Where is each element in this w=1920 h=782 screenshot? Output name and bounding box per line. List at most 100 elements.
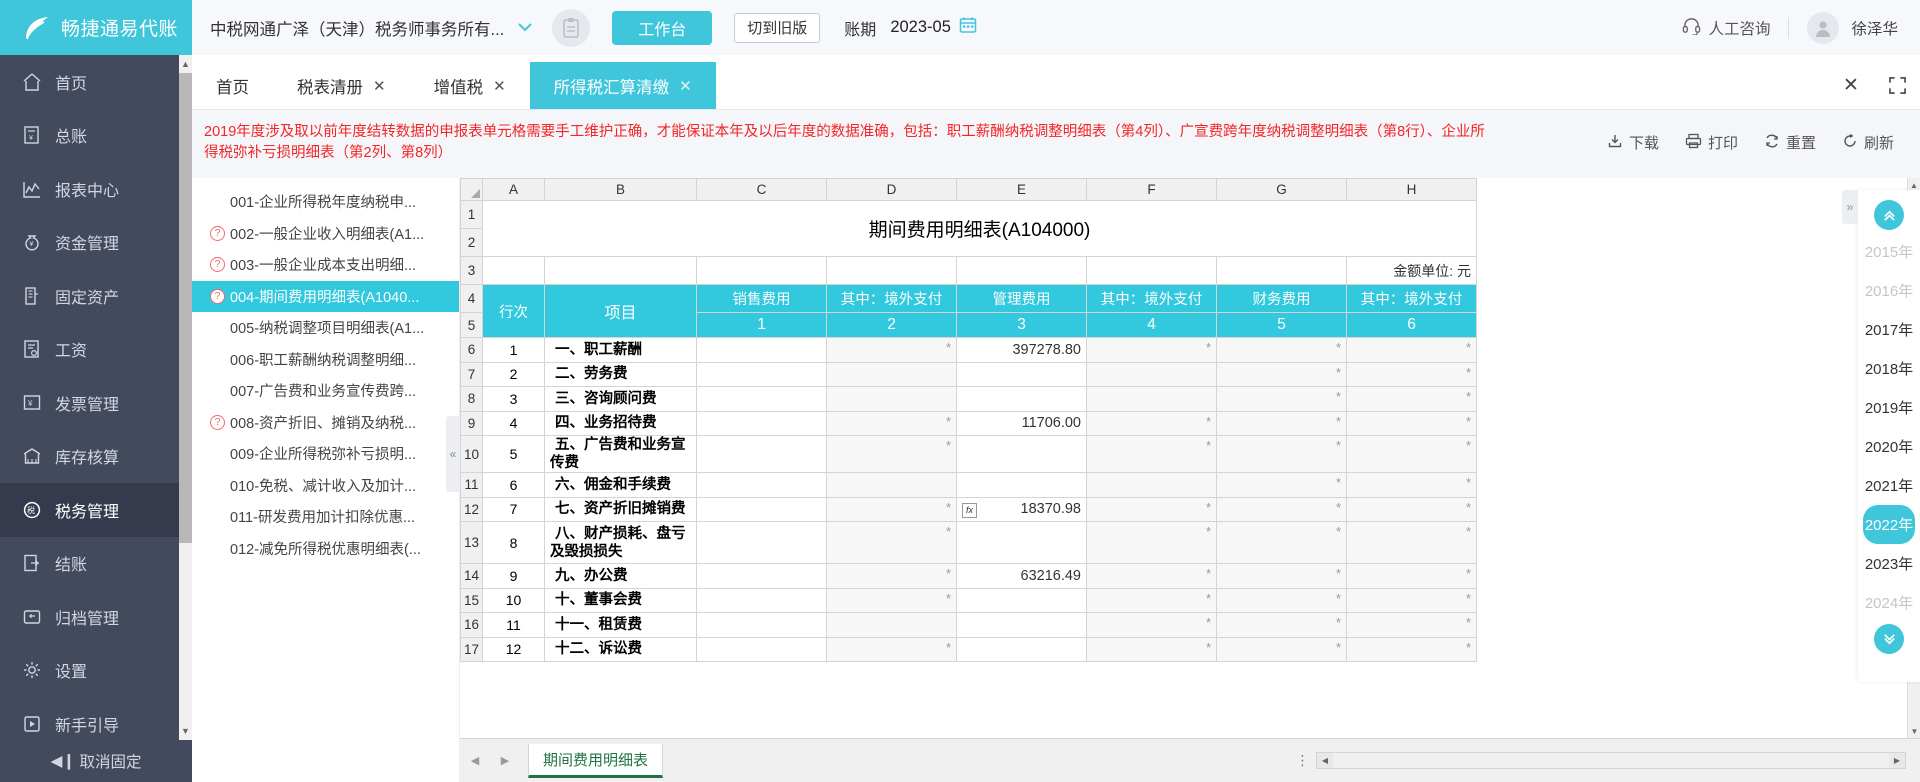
cell-H[interactable]: * [1346,337,1477,363]
scroll-down-icon[interactable]: ▼ [181,726,190,736]
item-name-cell[interactable]: 十二、诉讼费 [544,636,697,662]
sidebar-item-7[interactable]: ¥ 发票管理 [0,376,192,430]
row-header-7[interactable]: 7 [460,361,483,387]
line-number-cell[interactable]: 11 [482,612,545,638]
row-header-16[interactable]: 16 [460,612,483,638]
cell-C[interactable] [696,521,827,564]
switch-old-version-button[interactable]: 切到旧版 [734,12,821,43]
scroll-down-icon[interactable]: ▼ [1910,726,1919,736]
item-name-cell[interactable]: 十一、租赁费 [544,612,697,638]
year-option[interactable]: 2022年 [1863,505,1915,544]
cell-F[interactable]: * [1086,612,1217,638]
form-list-item[interactable]: 001-企业所得税年度纳税申... [192,186,459,218]
cell-E[interactable] [956,521,1087,564]
year-option[interactable]: 2023年 [1864,556,1914,573]
empty-cell[interactable] [1086,256,1217,285]
row-header-14[interactable]: 14 [460,563,483,589]
cell-D[interactable] [826,472,957,498]
scroll-up-icon[interactable]: ▲ [1910,180,1918,190]
item-name-cell[interactable]: 二、劳务费 [544,361,697,387]
column-header-A[interactable]: A [482,178,545,201]
tab-3[interactable]: 增值税 ✕ [410,62,530,109]
sheet-menu-icon[interactable]: ⋮ [1295,752,1311,768]
empty-cell[interactable] [956,256,1087,285]
brand-logo[interactable]: 畅捷通易代账 [0,0,192,55]
cell-C[interactable] [696,587,827,613]
form-list-item[interactable]: 011-研发费用加计扣除优惠... [192,501,459,533]
empty-cell[interactable] [826,256,957,285]
cell-G[interactable]: * [1216,410,1347,436]
cell-G[interactable]: * [1216,386,1347,412]
close-icon[interactable]: ✕ [1843,75,1859,96]
row-header-15[interactable]: 15 [460,587,483,613]
row-header-12[interactable]: 12 [460,496,483,522]
cell-D[interactable]: * [826,496,957,522]
warning-question-icon[interactable]: ? [210,257,225,273]
support-button[interactable]: 人工咨询 [1682,16,1770,40]
cell-E[interactable]: fx 18370.98 [956,496,1087,522]
empty-cell[interactable] [1216,256,1347,285]
cell-C[interactable] [696,472,827,498]
cell-H[interactable]: * [1346,636,1477,662]
expand-rail-button[interactable]: » [1842,190,1858,224]
year-option[interactable]: 2021年 [1864,478,1914,495]
cell-G[interactable]: * [1216,636,1347,662]
item-name-cell[interactable]: 五、广告费和业务宣传费 [544,435,697,473]
cell-C[interactable] [696,361,827,387]
column-header-H[interactable]: H [1346,178,1477,201]
item-name-cell[interactable]: 九、办公费 [544,563,697,589]
cell-F[interactable] [1086,386,1217,412]
sidebar-item-1[interactable]: 首页 [0,55,192,109]
form-list-item[interactable]: ? 004-期间费用明细表(A1040... [192,280,459,312]
item-name-cell[interactable]: 十、董事会费 [544,587,697,613]
cell-G[interactable]: * [1216,435,1347,473]
sidebar-item-12[interactable]: 设置 [0,644,192,698]
sidebar-item-2[interactable]: ¥ 总账 [0,109,192,163]
scroll-left-icon[interactable]: ◀ [1317,753,1333,768]
row-header-1[interactable]: 1 [460,200,483,229]
year-option[interactable]: 2017年 [1864,322,1914,339]
cell-F[interactable]: * [1086,563,1217,589]
cell-H[interactable]: * [1346,410,1477,436]
chevron-down-icon[interactable] [512,19,538,36]
sidebar-item-11[interactable]: 归档管理 [0,590,192,644]
print-button[interactable]: 打印 [1685,132,1738,153]
cell-C[interactable] [696,496,827,522]
cell-D[interactable]: * [826,435,957,473]
item-name-cell[interactable]: 三、咨询顾问费 [544,386,697,412]
row-header-11[interactable]: 11 [460,472,483,498]
cell-F[interactable]: * [1086,337,1217,363]
spreadsheet[interactable]: A B C D E F G H 1 期间费用明细表(A104000) 2 3 金额单位: 元 4 行次 项目销… [460,178,1920,782]
sidebar-item-13[interactable]: 新手引导 [0,697,192,740]
cell-G[interactable]: * [1216,496,1347,522]
sidebar-item-9[interactable]: 税 税务管理 [0,483,192,537]
unpin-sidebar-button[interactable]: ◀❙ 取消固定 [0,740,192,782]
row-header-2[interactable]: 2 [460,228,483,257]
cell-D[interactable] [826,386,957,412]
form-list-item[interactable]: 012-减免所得税优惠明细表(... [192,533,459,565]
item-name-cell[interactable]: 一、职工薪酬 [544,337,697,363]
column-header-G[interactable]: G [1216,178,1347,201]
line-number-cell[interactable]: 1 [482,337,545,363]
cell-F[interactable]: * [1086,521,1217,564]
cell-E[interactable]: 397278.80 [956,337,1087,363]
year-option[interactable]: 2019年 [1864,400,1914,417]
tab-1[interactable]: 首页 [192,62,273,109]
row-header-5[interactable]: 5 [460,312,483,338]
sidebar-item-8[interactable]: 库存核算 [0,430,192,484]
tab-4[interactable]: 所得税汇算清缴 ✕ [529,62,716,109]
line-number-cell[interactable]: 5 [482,435,545,473]
cell-G[interactable]: * [1216,521,1347,564]
tab-close-icon[interactable]: ✕ [679,77,692,95]
row-header-4[interactable]: 4 [460,284,483,313]
cell-C[interactable] [696,636,827,662]
cell-D[interactable]: * [826,563,957,589]
warning-question-icon[interactable]: ? [210,414,225,430]
form-list-item[interactable]: ? 003-一般企业成本支出明细... [192,249,459,281]
workbench-button[interactable]: 工作台 [612,10,713,45]
sidebar-item-3[interactable]: 报表中心 [0,162,192,216]
item-name-cell[interactable]: 八、财产损耗、盘亏及毁损损失 [544,521,697,564]
cell-G[interactable]: * [1216,563,1347,589]
tab-2[interactable]: 税表清册 ✕ [273,62,410,109]
cell-H[interactable]: * [1346,521,1477,564]
